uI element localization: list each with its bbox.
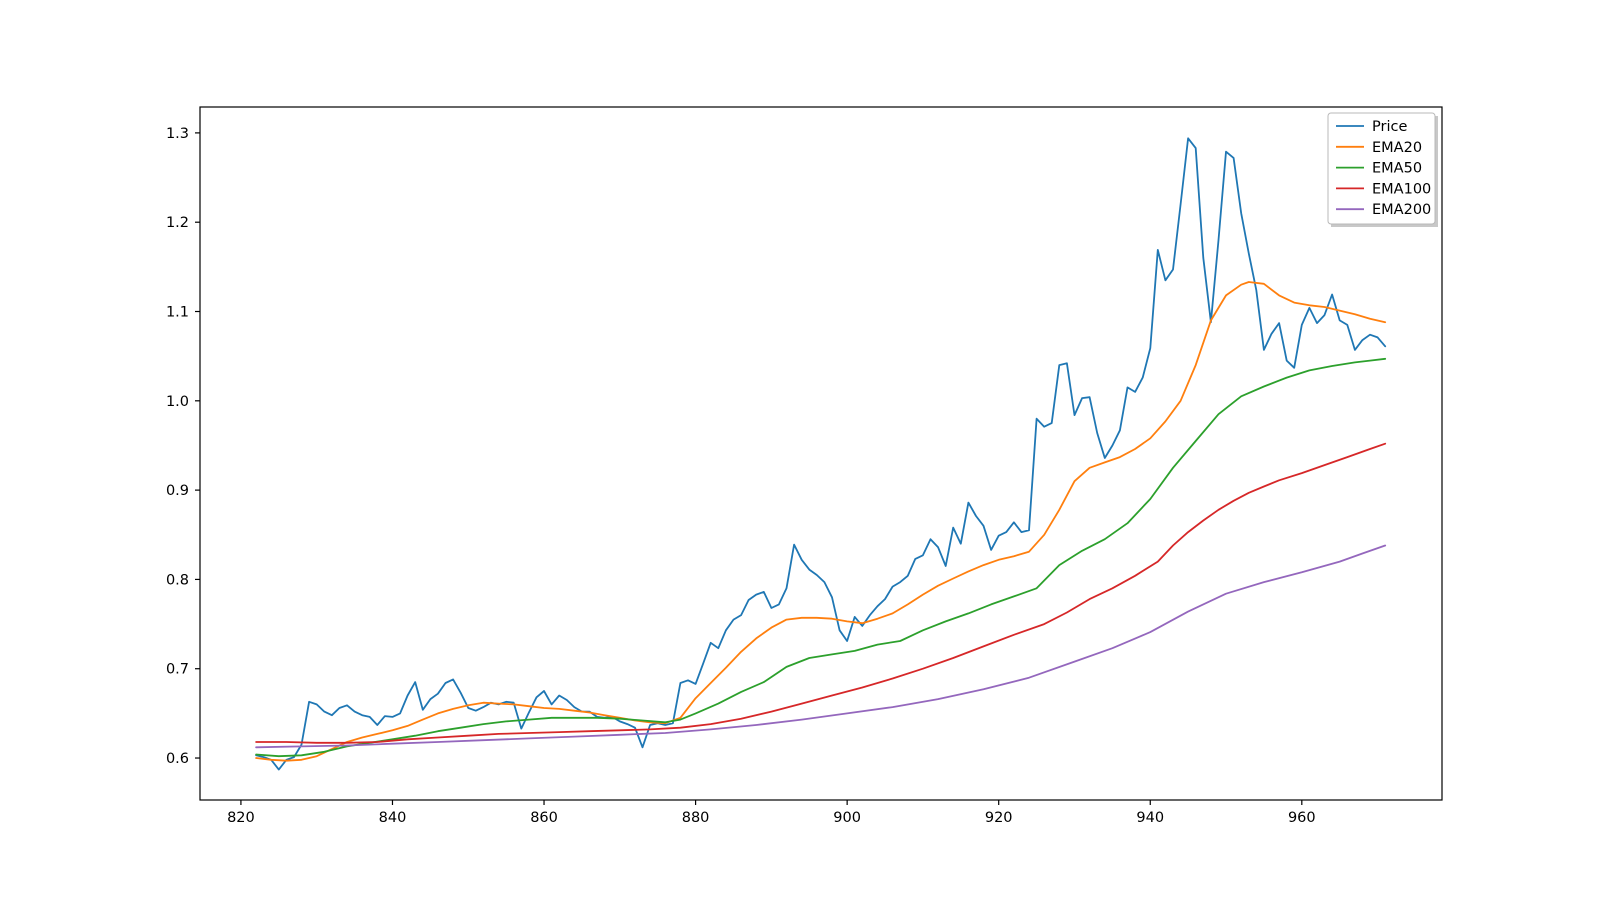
- x-tick-label: 900: [833, 810, 861, 826]
- y-tick-label: 1.3: [166, 126, 189, 142]
- legend: Price EMA20 EMA50 EMA100 EMA200: [1327, 112, 1438, 227]
- legend-label: EMA20: [1372, 140, 1422, 156]
- series-line-ema100: [255, 442, 1387, 744]
- legend-item-ema20: EMA20: [1336, 140, 1422, 156]
- x-tick-label: 920: [985, 810, 1013, 826]
- y-tick-label: 0.9: [166, 483, 189, 499]
- legend-label: EMA200: [1372, 202, 1431, 218]
- y-tick-label: 0.6: [166, 751, 189, 767]
- series-line-price: [255, 137, 1387, 771]
- series-line-ema50: [255, 357, 1387, 758]
- y-tick-label: 1.2: [166, 215, 189, 231]
- legend-label: EMA50: [1372, 161, 1422, 177]
- x-tick-label: 940: [1136, 810, 1164, 826]
- plot-area: [199, 106, 1443, 801]
- y-tick-label: 1.1: [166, 305, 189, 321]
- legend-box: [1327, 112, 1436, 225]
- legend-item-ema100: EMA100: [1336, 181, 1431, 197]
- legend-item-ema200: EMA200: [1336, 202, 1431, 218]
- legend-item-ema50: EMA50: [1336, 161, 1422, 177]
- legend-label: EMA100: [1372, 181, 1431, 197]
- y-tick-label: 0.7: [166, 662, 189, 678]
- series-line-ema200: [255, 544, 1387, 749]
- y-tick-label: 0.8: [166, 572, 189, 588]
- x-tick-label: 820: [227, 810, 255, 826]
- legend-item-price: Price: [1336, 119, 1407, 135]
- series-line-ema20: [255, 281, 1387, 762]
- x-tick-label: 880: [682, 810, 710, 826]
- x-tick-label: 960: [1288, 810, 1316, 826]
- x-tick-label: 840: [379, 810, 407, 826]
- y-tick-label: 1.0: [166, 394, 189, 410]
- x-tick-label: 860: [530, 810, 558, 826]
- legend-label: Price: [1372, 119, 1407, 135]
